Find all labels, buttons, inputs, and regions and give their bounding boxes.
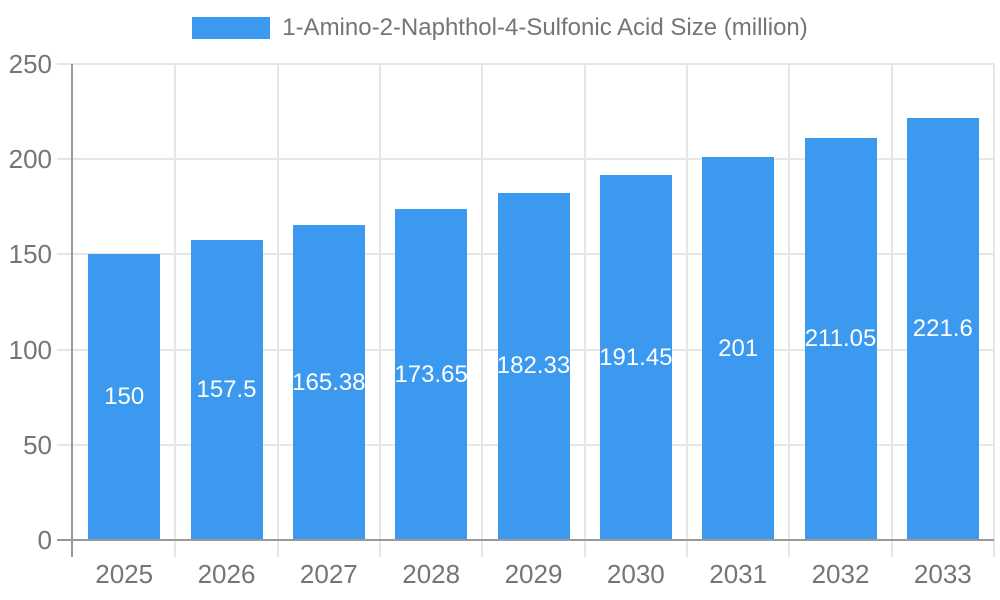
gridline-horizontal bbox=[57, 63, 994, 65]
gridline-horizontal bbox=[57, 158, 994, 161]
bar-value-label: 182.33 bbox=[496, 352, 571, 380]
bar[interactable] bbox=[292, 225, 365, 540]
x-axis-label: 2033 bbox=[913, 559, 972, 589]
y-axis-label: 250 bbox=[8, 49, 52, 79]
bar-value-label: 165.38 bbox=[292, 368, 366, 396]
bar[interactable] bbox=[497, 192, 570, 540]
y-axis-label: 50 bbox=[23, 429, 52, 460]
category-gridline bbox=[174, 64, 177, 557]
y-axis-label: 0 bbox=[37, 525, 52, 555]
category-gridline bbox=[379, 64, 381, 557]
bar-value-label: 201 bbox=[718, 334, 759, 362]
bar[interactable] bbox=[702, 157, 775, 540]
bar[interactable] bbox=[395, 209, 468, 540]
x-axis-label: 2028 bbox=[402, 559, 461, 589]
bar-value-label: 191.45 bbox=[599, 343, 673, 371]
x-axis-label: 2026 bbox=[197, 559, 256, 589]
bar[interactable] bbox=[88, 254, 161, 540]
x-axis-label: 2027 bbox=[299, 559, 358, 589]
category-gridline bbox=[890, 64, 893, 557]
category-gridline bbox=[686, 64, 688, 557]
bar[interactable] bbox=[906, 118, 979, 540]
category-gridline bbox=[583, 64, 586, 557]
bar-value-label: 221.6 bbox=[912, 315, 973, 343]
x-axis-line bbox=[57, 539, 994, 541]
category-gridline bbox=[993, 64, 995, 557]
x-axis-label: 2029 bbox=[504, 559, 563, 589]
y-axis-label: 200 bbox=[8, 144, 52, 175]
category-gridline bbox=[481, 64, 484, 557]
bar-value-label: 173.65 bbox=[394, 360, 468, 388]
y-axis-line bbox=[71, 64, 73, 557]
x-axis-label: 2031 bbox=[709, 559, 768, 589]
x-axis-label: 2032 bbox=[811, 559, 870, 589]
category-gridline bbox=[788, 64, 791, 557]
category-gridline bbox=[276, 64, 279, 557]
y-axis-label: 100 bbox=[8, 334, 52, 365]
y-axis-label: 150 bbox=[8, 239, 52, 270]
bar[interactable] bbox=[190, 240, 263, 540]
bar[interactable] bbox=[804, 138, 877, 540]
x-axis-label: 2025 bbox=[95, 559, 154, 589]
chart-legend[interactable]: 1-Amino-2-Naphthol-4-Sulfonic Acid Size … bbox=[0, 14, 1000, 42]
legend-label: 1-Amino-2-Naphthol-4-Sulfonic Acid Size … bbox=[282, 14, 808, 41]
legend-color-swatch bbox=[192, 17, 271, 39]
bar-value-label: 211.05 bbox=[804, 325, 877, 353]
bar-value-label: 150 bbox=[104, 383, 145, 411]
x-axis-label: 2030 bbox=[606, 559, 665, 589]
bar[interactable] bbox=[599, 175, 672, 540]
bar-value-label: 157.5 bbox=[196, 376, 257, 404]
